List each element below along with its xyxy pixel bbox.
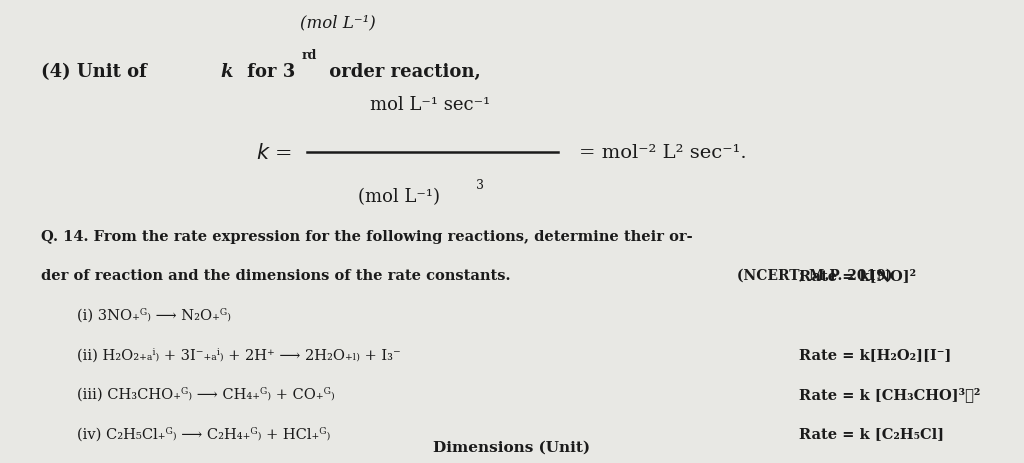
Text: der of reaction and the dimensions of the rate constants.: der of reaction and the dimensions of th… <box>41 269 510 282</box>
Text: for 3: for 3 <box>241 63 295 81</box>
Text: (4) Unit of: (4) Unit of <box>41 63 153 81</box>
Text: (iii) CH₃CHO₊ᴳ₎ ⟶ CH₄₊ᴳ₎ + CO₊ᴳ₎: (iii) CH₃CHO₊ᴳ₎ ⟶ CH₄₊ᴳ₎ + CO₊ᴳ₎ <box>77 387 335 401</box>
Text: order reaction,: order reaction, <box>323 63 480 81</box>
Text: Rate = k[NO]²: Rate = k[NO]² <box>799 269 915 282</box>
Text: k: k <box>220 63 232 81</box>
Text: (i) 3NO₊ᴳ₎ ⟶ N₂O₊ᴳ₎: (i) 3NO₊ᴳ₎ ⟶ N₂O₊ᴳ₎ <box>77 308 230 322</box>
Text: mol L⁻¹ sec⁻¹: mol L⁻¹ sec⁻¹ <box>370 95 490 113</box>
Text: (mol L⁻¹): (mol L⁻¹) <box>358 188 440 206</box>
Text: rd: rd <box>302 49 317 62</box>
Text: Rate = k[H₂O₂][I⁻]: Rate = k[H₂O₂][I⁻] <box>799 347 951 361</box>
Text: = mol⁻² L² sec⁻¹.: = mol⁻² L² sec⁻¹. <box>579 144 746 162</box>
Text: $k$ =: $k$ = <box>256 143 292 163</box>
Text: (ii) H₂O₂₊ₐⁱ₎ + 3I⁻₊ₐⁱ₎ + 2H⁺ ⟶ 2H₂O₊ₗ₎ + I₃⁻: (ii) H₂O₂₊ₐⁱ₎ + 3I⁻₊ₐⁱ₎ + 2H⁺ ⟶ 2H₂O₊ₗ₎ … <box>77 347 400 362</box>
Text: Rate = k [C₂H₅Cl]: Rate = k [C₂H₅Cl] <box>799 426 944 440</box>
Text: (NCERT; M.P. 2019): (NCERT; M.P. 2019) <box>737 269 893 282</box>
Text: Q. 14. From the rate expression for the following reactions, determine their or-: Q. 14. From the rate expression for the … <box>41 229 692 243</box>
Text: (iv) C₂H₅Cl₊ᴳ₎ ⟶ C₂H₄₊ᴳ₎ + HCl₊ᴳ₎: (iv) C₂H₅Cl₊ᴳ₎ ⟶ C₂H₄₊ᴳ₎ + HCl₊ᴳ₎ <box>77 426 330 440</box>
Text: Rate = k [CH₃CHO]³ᐟ²: Rate = k [CH₃CHO]³ᐟ² <box>799 387 980 401</box>
Text: Dimensions (Unit): Dimensions (Unit) <box>433 440 591 454</box>
Text: 3: 3 <box>476 178 484 191</box>
Text: (mol L⁻¹): (mol L⁻¹) <box>300 14 376 31</box>
